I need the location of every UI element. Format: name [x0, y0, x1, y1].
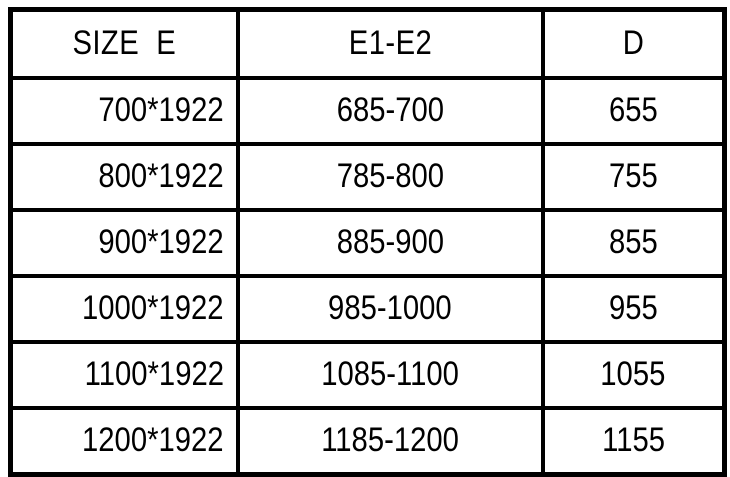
cell-range: 885-900 [235, 208, 545, 278]
cell-size: 1200*1922 [8, 406, 240, 477]
cell-range-value: 785-800 [336, 157, 444, 196]
cell-size: 800*1922 [8, 142, 240, 212]
column-header-size-label: SIZE E [72, 24, 177, 63]
cell-range: 1085-1100 [235, 340, 545, 410]
cell-size: 1100*1922 [8, 340, 240, 410]
cell-d-value: 755 [608, 157, 658, 196]
cell-range-value: 1085-1100 [321, 355, 459, 394]
cell-d-value: 955 [608, 289, 658, 328]
table-header: SIZE E E1-E2 D [8, 7, 727, 80]
cell-size: 1000*1922 [8, 274, 240, 344]
cell-d-value: 855 [608, 223, 658, 262]
table-row: 900*1922 885-900 855 [8, 208, 727, 278]
table-row: 1000*1922 985-1000 955 [8, 274, 727, 344]
table-row: 800*1922 785-800 755 [8, 142, 727, 212]
cell-d: 655 [540, 76, 727, 146]
cell-d-value: 1155 [601, 421, 665, 460]
cell-size-value: 1200*1922 [82, 421, 224, 460]
column-header-d-label: D [622, 24, 645, 63]
cell-d: 1055 [540, 340, 727, 410]
table-sheet: SIZE E E1-E2 D 700*1922 685-700 655 800*… [8, 7, 727, 477]
table-header-row: SIZE E E1-E2 D [8, 7, 727, 80]
cell-size-value: 1000*1922 [82, 289, 224, 328]
cell-range: 1185-1200 [235, 406, 545, 477]
cell-d: 1155 [540, 406, 727, 477]
column-header-d: D [540, 7, 727, 80]
cell-d: 755 [540, 142, 727, 212]
cell-size: 700*1922 [8, 76, 240, 146]
cell-size-value: 800*1922 [98, 157, 224, 196]
column-header-range: E1-E2 [235, 7, 545, 80]
table-row: 1200*1922 1185-1200 1155 [8, 406, 727, 477]
cell-size-value: 900*1922 [98, 223, 224, 262]
cell-range-value: 1185-1200 [321, 421, 459, 460]
cell-range: 985-1000 [235, 274, 545, 344]
cell-size-value: 1100*1922 [84, 355, 224, 394]
cell-range-value: 985-1000 [328, 289, 452, 328]
table-row: 700*1922 685-700 655 [8, 76, 727, 146]
column-header-size: SIZE E [8, 7, 240, 80]
cell-d: 855 [540, 208, 727, 278]
column-header-range-label: E1-E2 [348, 24, 432, 63]
table-body: 700*1922 685-700 655 800*1922 785-800 75… [8, 76, 727, 477]
size-specification-table: SIZE E E1-E2 D 700*1922 685-700 655 800*… [8, 7, 727, 477]
cell-size: 900*1922 [8, 208, 240, 278]
cell-range: 785-800 [235, 142, 545, 212]
table-row: 1100*1922 1085-1100 1055 [8, 340, 727, 410]
cell-d-value: 655 [608, 91, 658, 130]
cell-d-value: 1055 [600, 355, 666, 394]
cell-range-value: 885-900 [336, 223, 444, 262]
cell-d: 955 [540, 274, 727, 344]
cell-range: 685-700 [235, 76, 545, 146]
cell-size-value: 700*1922 [98, 91, 224, 130]
cell-range-value: 685-700 [336, 91, 444, 130]
